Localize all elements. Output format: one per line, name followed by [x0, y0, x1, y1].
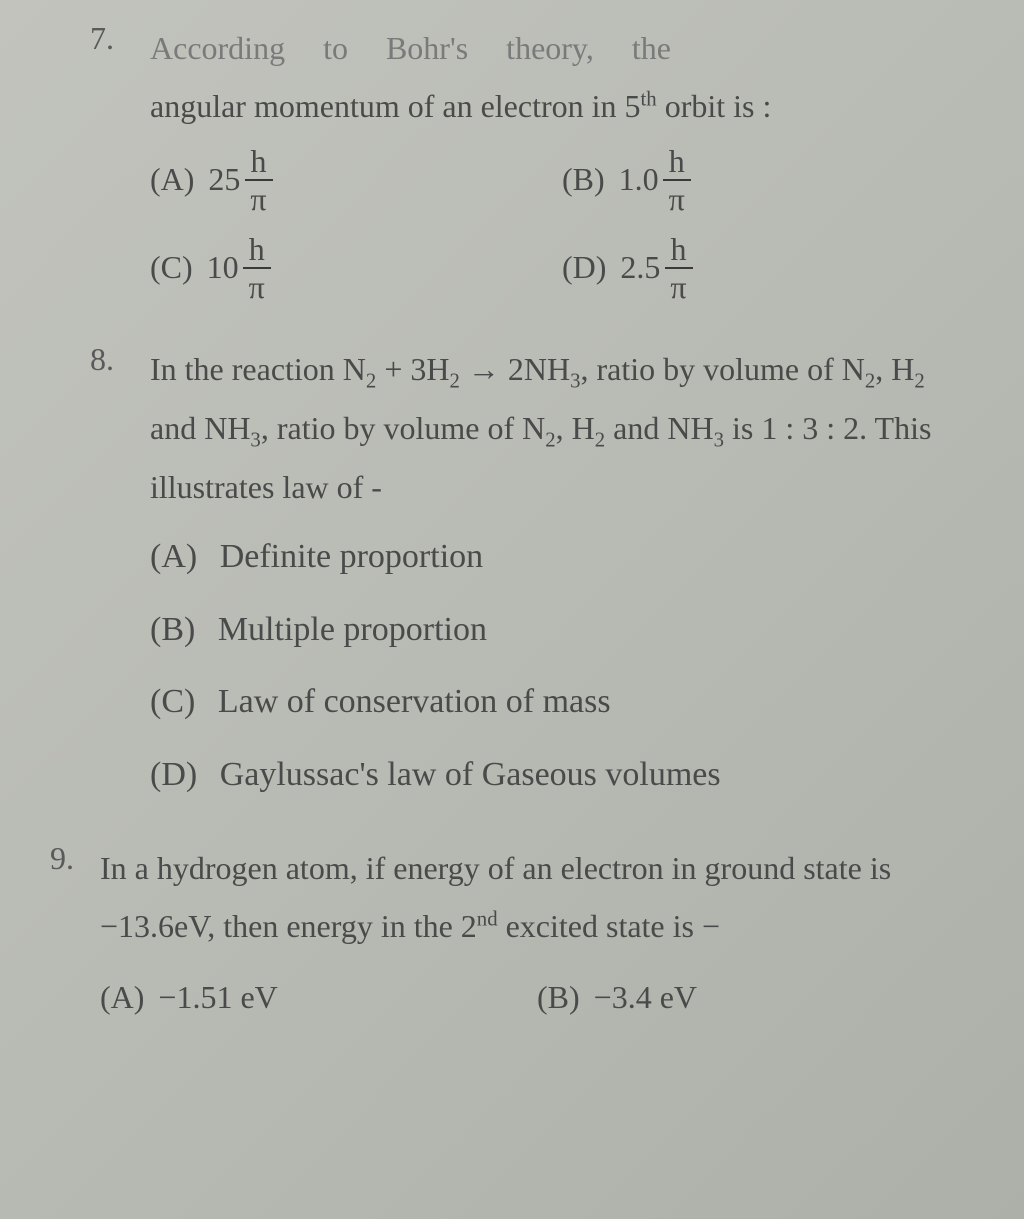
q8-t6: and NH	[150, 410, 250, 446]
q8-sub: 2	[595, 428, 605, 451]
q8-optA-label: (A)	[150, 538, 197, 575]
q8-optD-label: (D)	[150, 756, 197, 793]
q8-t8: , H	[556, 410, 595, 446]
q8-optB-text: Multiple proportion	[218, 611, 487, 648]
q7-optD-frac: h π	[664, 233, 692, 303]
q8-option-c: (C) Law of conservation of mass	[150, 675, 974, 729]
q7-line2-tail: orbit is :	[657, 88, 772, 124]
q8-optA-text: Definite proportion	[220, 538, 483, 575]
q7-optB-frac: h π	[663, 145, 691, 215]
q7-w1: According	[150, 30, 285, 66]
q8-t5: , H	[875, 351, 914, 387]
q7-optD-label: (D)	[562, 239, 606, 297]
q8-option-b: (B) Multiple proportion	[150, 603, 974, 657]
q7-optC-frac: h π	[243, 233, 271, 303]
q8-sub: 2	[865, 370, 875, 393]
q7-option-a: (A) 25 h π	[150, 145, 562, 215]
q8-sub: 2	[914, 370, 924, 393]
q9-optA-text: −1.51 eV	[158, 969, 277, 1027]
frac-den: π	[663, 181, 691, 215]
q7-w4: theory,	[506, 30, 594, 66]
q8-option-d: (D) Gaylussac's law of Gaseous volumes	[150, 748, 974, 802]
q8-sub: 3	[570, 370, 580, 393]
q7-w2: to	[323, 30, 348, 66]
q8-body: In the reaction N2 + 3H2 → 2NH3, ratio b…	[150, 341, 974, 820]
frac-num: h	[243, 233, 271, 269]
q7-optC-label: (C)	[150, 239, 193, 297]
question-7: 7. According to Bohr's theory, the angul…	[90, 20, 974, 321]
frac-den: π	[243, 269, 271, 303]
q7-options: (A) 25 h π (B) 1.0 h π (C)	[150, 145, 974, 321]
q7-w5: the	[632, 30, 671, 66]
q7-optB-label: (B)	[562, 151, 605, 209]
q8-t7: , ratio by volume of N	[261, 410, 545, 446]
q9-body: In a hydrogen atom, if energy of an elec…	[100, 840, 974, 1045]
q7-optA-coef: 25	[208, 151, 240, 209]
q8-t3: → 2NH	[460, 351, 570, 387]
q7-line2: angular momentum of an electron in 5th o…	[150, 78, 974, 136]
q8-t9: and NH	[605, 410, 713, 446]
q7-option-d: (D) 2.5 h π	[562, 233, 974, 303]
q7-number: 7.	[90, 20, 150, 57]
q9-option-a: (A) −1.51 eV	[100, 969, 537, 1027]
q9-t2: excited state is −	[498, 908, 720, 944]
q7-w3: Bohr's	[386, 30, 468, 66]
frac-den: π	[664, 269, 692, 303]
q8-sub: 2	[545, 428, 555, 451]
q7-option-c: (C) 10 h π	[150, 233, 562, 303]
exam-page: 7. According to Bohr's theory, the angul…	[0, 0, 1024, 1219]
q7-optA-frac: h π	[244, 145, 272, 215]
q8-sub: 3	[714, 428, 724, 451]
q7-line1: According to Bohr's theory, the	[150, 20, 974, 78]
q9-option-b: (B) −3.4 eV	[537, 969, 974, 1027]
q8-optB-label: (B)	[150, 611, 195, 648]
q7-line2-main: angular momentum of an electron in 5	[150, 88, 641, 124]
q9-number: 9.	[50, 840, 100, 877]
q9-sup-nd: nd	[477, 907, 498, 930]
q7-optC-coef: 10	[207, 239, 239, 297]
frac-num: h	[663, 145, 691, 181]
question-9: 9. In a hydrogen atom, if energy of an e…	[90, 840, 974, 1045]
q8-optC-text: Law of conservation of mass	[218, 683, 611, 720]
q8-t1: In the reaction N	[150, 351, 366, 387]
q7-optB-coef: 1.0	[619, 151, 659, 209]
q8-optC-label: (C)	[150, 683, 195, 720]
q9-optB-text: −3.4 eV	[594, 969, 697, 1027]
q8-number: 8.	[90, 341, 150, 378]
frac-den: π	[244, 181, 272, 215]
frac-num: h	[665, 233, 693, 269]
q9-options: (A) −1.51 eV (B) −3.4 eV	[100, 969, 974, 1045]
q9-optA-label: (A)	[100, 969, 144, 1027]
q7-option-b: (B) 1.0 h π	[562, 145, 974, 215]
q7-body: According to Bohr's theory, the angular …	[150, 20, 974, 321]
q8-sub: 2	[449, 370, 459, 393]
q7-optA-label: (A)	[150, 151, 194, 209]
frac-num: h	[245, 145, 273, 181]
q8-option-a: (A) Definite proportion	[150, 530, 974, 584]
q8-optD-text: Gaylussac's law of Gaseous volumes	[220, 756, 721, 793]
question-8: 8. In the reaction N2 + 3H2 → 2NH3, rati…	[90, 341, 974, 820]
q8-options: (A) Definite proportion (B) Multiple pro…	[150, 530, 974, 802]
q7-optD-coef: 2.5	[620, 239, 660, 297]
q8-sub: 3	[250, 428, 260, 451]
q7-sup-th: th	[641, 87, 657, 110]
q8-sub: 2	[366, 370, 376, 393]
q8-t4: , ratio by volume of N	[581, 351, 865, 387]
q8-t2: + 3H	[376, 351, 449, 387]
q9-optB-label: (B)	[537, 969, 580, 1027]
